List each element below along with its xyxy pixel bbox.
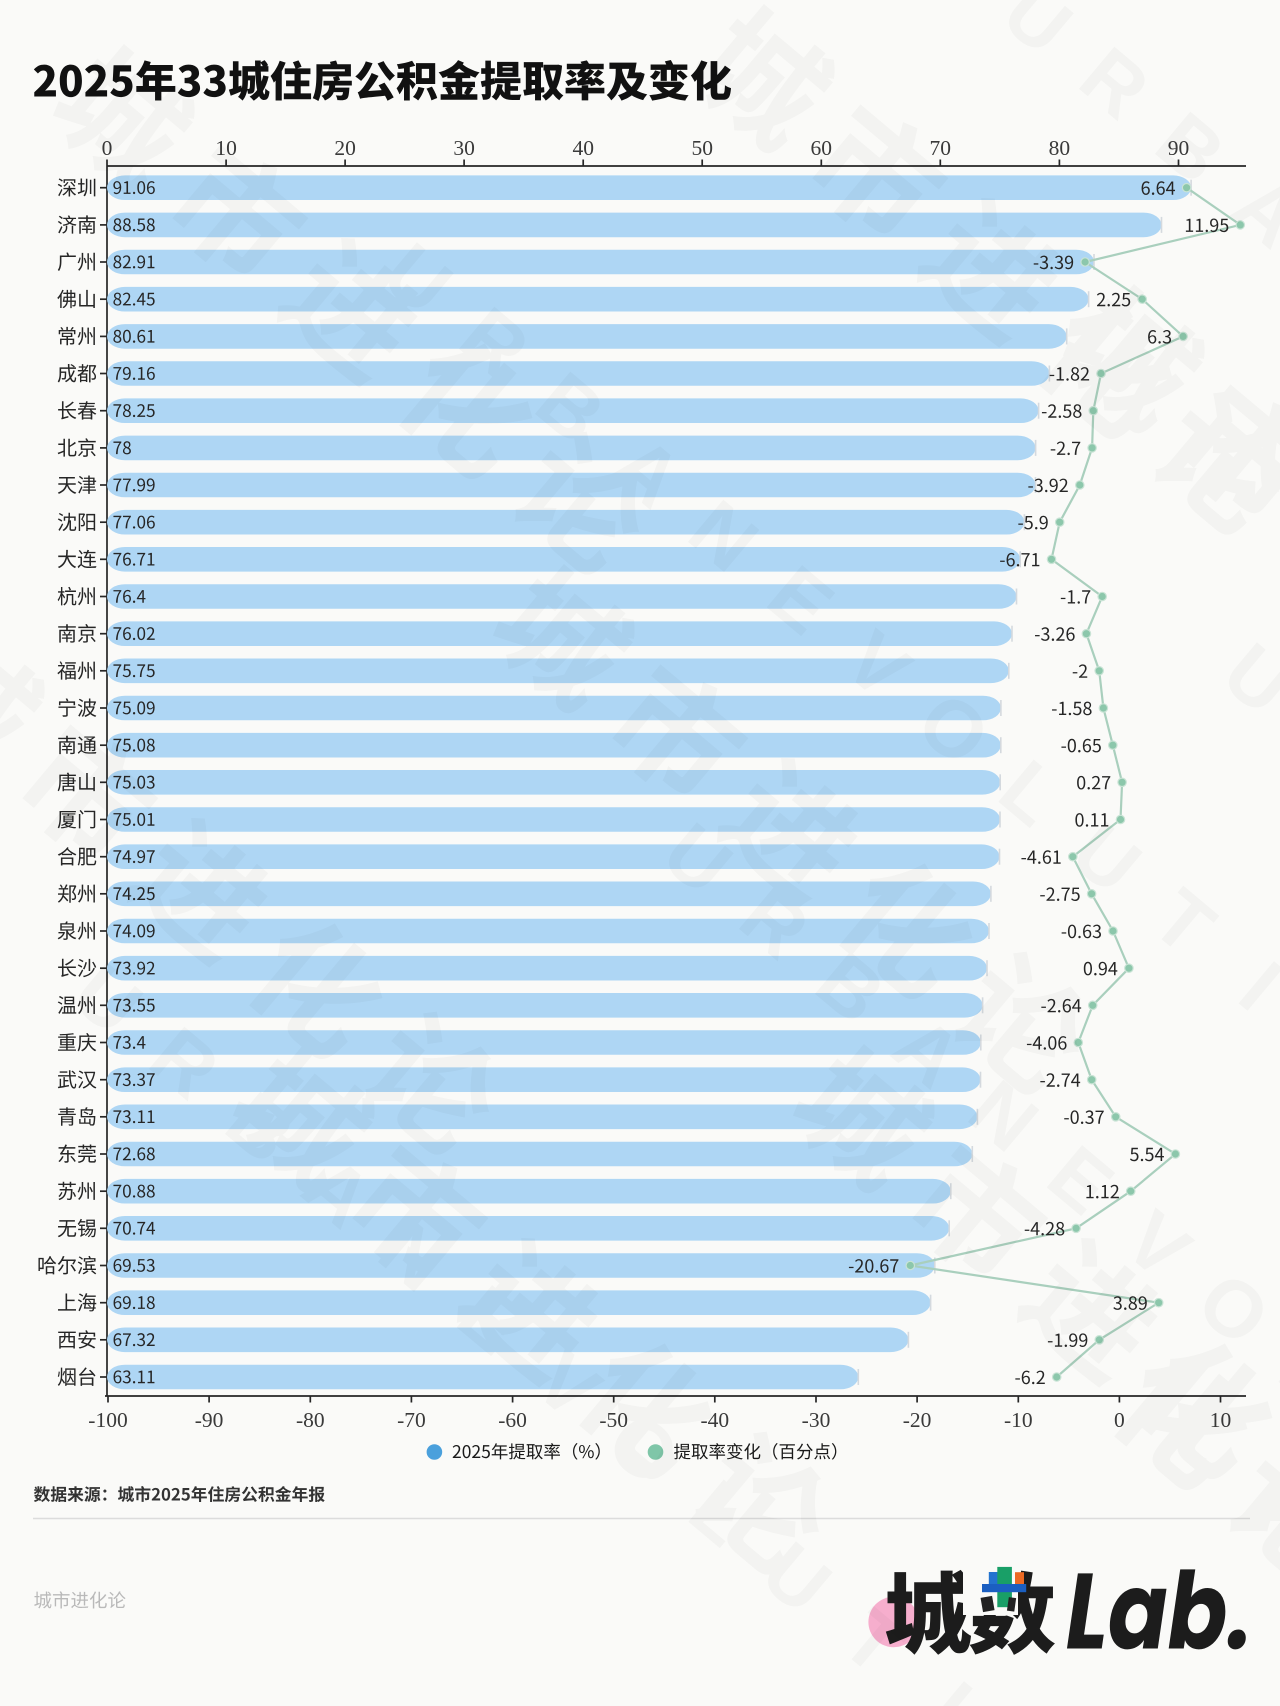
svg-text:10: 10 [215, 136, 237, 160]
svg-text:-100: -100 [88, 1408, 127, 1432]
svg-text:N: N [673, 483, 774, 588]
svg-text:-20: -20 [903, 1408, 932, 1432]
svg-text:R: R [134, 1010, 235, 1115]
svg-text:-30: -30 [802, 1408, 831, 1432]
svg-text:O: O [901, 675, 1006, 783]
svg-text:10: 10 [1210, 1408, 1232, 1432]
svg-text:0: 0 [102, 136, 113, 160]
svg-text:I: I [914, 1665, 988, 1706]
svg-text:-60: -60 [498, 1408, 527, 1432]
svg-text:60: 60 [811, 136, 833, 160]
svg-text:-80: -80 [296, 1408, 325, 1432]
svg-text:0: 0 [1114, 1408, 1125, 1432]
svg-text:70: 70 [930, 136, 952, 160]
svg-text:A: A [597, 419, 698, 524]
svg-text:-50: -50 [599, 1408, 628, 1432]
svg-text:I: I [1224, 945, 1280, 1027]
svg-text:-40: -40 [700, 1408, 729, 1432]
svg-text:50: 50 [691, 136, 713, 160]
svg-text:20: 20 [334, 136, 356, 160]
svg-text:R: R [1064, 30, 1165, 135]
svg-text:T: T [1136, 872, 1231, 972]
svg-text:U: U [987, 0, 1088, 72]
svg-text:-90: -90 [195, 1408, 224, 1432]
svg-text:-70: -70 [397, 1408, 426, 1432]
svg-text:L: L [983, 743, 1078, 843]
svg-text:E: E [442, 1269, 540, 1371]
svg-text:30: 30 [453, 136, 475, 160]
svg-text:-10: -10 [1004, 1408, 1033, 1432]
svg-text:O: O [1181, 1255, 1280, 1363]
svg-text:90: 90 [1168, 136, 1190, 160]
svg-text:E: E [1032, 1129, 1130, 1231]
svg-text:U: U [746, 1525, 847, 1630]
svg-text:U: U [1207, 626, 1280, 731]
svg-text:U: U [1056, 805, 1157, 910]
svg-text:B: B [800, 935, 901, 1040]
svg-text:40: 40 [572, 136, 594, 160]
svg-text:A: A [1217, 159, 1280, 264]
svg-text:80: 80 [1049, 136, 1071, 160]
